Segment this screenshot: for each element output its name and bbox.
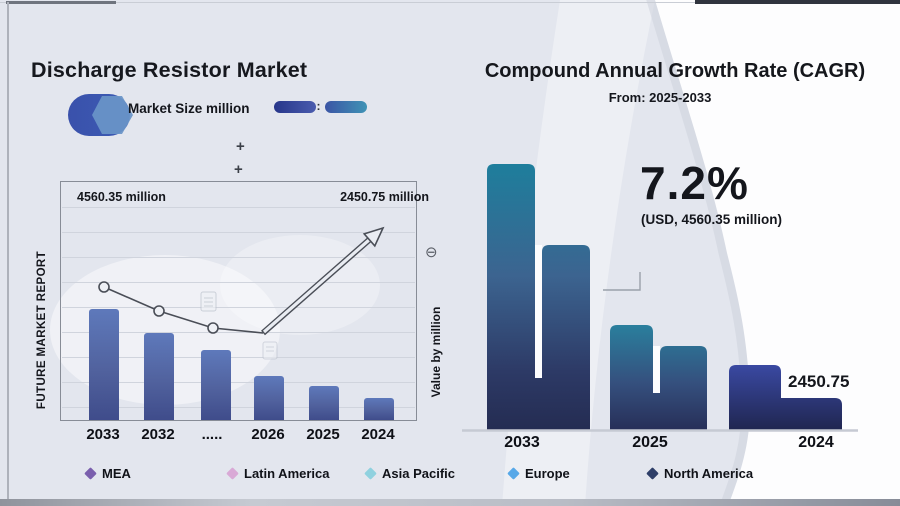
- legend-pill-blue: [274, 101, 316, 113]
- plus-icon: +: [236, 138, 245, 155]
- bar-ellipsis: [201, 350, 231, 420]
- legend-item-mea: MEA: [84, 466, 131, 481]
- cagr-usd-value: (USD, 4560.35 million): [641, 212, 783, 227]
- axis-year: 2025: [632, 434, 668, 451]
- diamond-icon: [507, 467, 520, 480]
- bar-2026: [254, 376, 284, 420]
- bottom-accent-strip: [0, 499, 900, 506]
- bar-group-2024: [729, 365, 842, 430]
- page-title: Discharge Resistor Market: [31, 58, 308, 82]
- step-bracket-icon: [603, 272, 641, 291]
- left-chart-side-label: FUTURE MARKET REPORT: [36, 250, 48, 410]
- legend-label: North America: [664, 466, 754, 481]
- diamond-icon: [364, 467, 377, 480]
- cagr-value: 7.2%: [640, 157, 749, 209]
- left-edge-line: [7, 2, 9, 499]
- axis-year: 2032: [141, 426, 175, 443]
- bar-2032: [144, 333, 174, 420]
- right-chart-subtitle: From: 2025-2033: [608, 90, 712, 105]
- diamond-icon: [226, 467, 239, 480]
- top-right-accent-bar: [695, 0, 900, 4]
- clipboard-icon: [200, 291, 217, 312]
- value-label-left: 4560.35 million: [77, 190, 166, 204]
- bar-group-2033: [487, 164, 590, 430]
- axis-year: 2033: [504, 434, 540, 451]
- market-size-icon: [68, 94, 133, 136]
- legend-label: Asia Pacific: [382, 466, 455, 481]
- legend-item-north-america: North America: [646, 466, 754, 481]
- bar-2025: [309, 386, 339, 420]
- axis-year: 2024: [798, 434, 834, 451]
- bar-group-2025: [610, 325, 707, 430]
- axis-year: 2025: [306, 426, 340, 443]
- legend-item-asia-pacific: Asia Pacific: [364, 466, 455, 481]
- value-label-right: 2450.75 million: [340, 190, 429, 204]
- value-label-2450: 2450.75: [788, 372, 850, 391]
- legend-label: MEA: [102, 466, 131, 481]
- top-left-accent-bar: [6, 1, 116, 4]
- gridlines: [62, 207, 415, 419]
- bar-2024: [364, 398, 394, 420]
- right-chart-bars: [462, 164, 858, 432]
- clipboard-icon: [262, 341, 278, 360]
- diamond-icon: [84, 467, 97, 480]
- axis-year: 2024: [361, 426, 395, 443]
- series-label: Market Size million: [128, 101, 250, 116]
- right-chart-title: Compound Annual Growth Rate (CAGR): [484, 60, 866, 82]
- circled-minus-icon: ⊖: [425, 244, 438, 261]
- right-chart-axis-label: Value by million: [429, 306, 443, 398]
- legend-pill-teal: [325, 101, 367, 113]
- bar-2033: [89, 309, 119, 420]
- left-chart-panel: 4560.35 million 2450.75 million: [60, 181, 429, 421]
- plus-icon: +: [234, 161, 243, 178]
- diamond-icon: [646, 467, 659, 480]
- legend-item-europe: Europe: [507, 466, 570, 481]
- legend-label: Europe: [525, 466, 570, 481]
- top-hairline: [0, 2, 900, 3]
- axis-year: 2033: [86, 426, 120, 443]
- legend-item-latin-america: Latin America: [226, 466, 330, 481]
- trend-line-and-arrow: [98, 226, 385, 360]
- legend-label: Latin America: [244, 466, 330, 481]
- pill-colon: :: [316, 99, 321, 113]
- axis-year: .....: [201, 426, 223, 443]
- axis-year: 2026: [251, 426, 285, 443]
